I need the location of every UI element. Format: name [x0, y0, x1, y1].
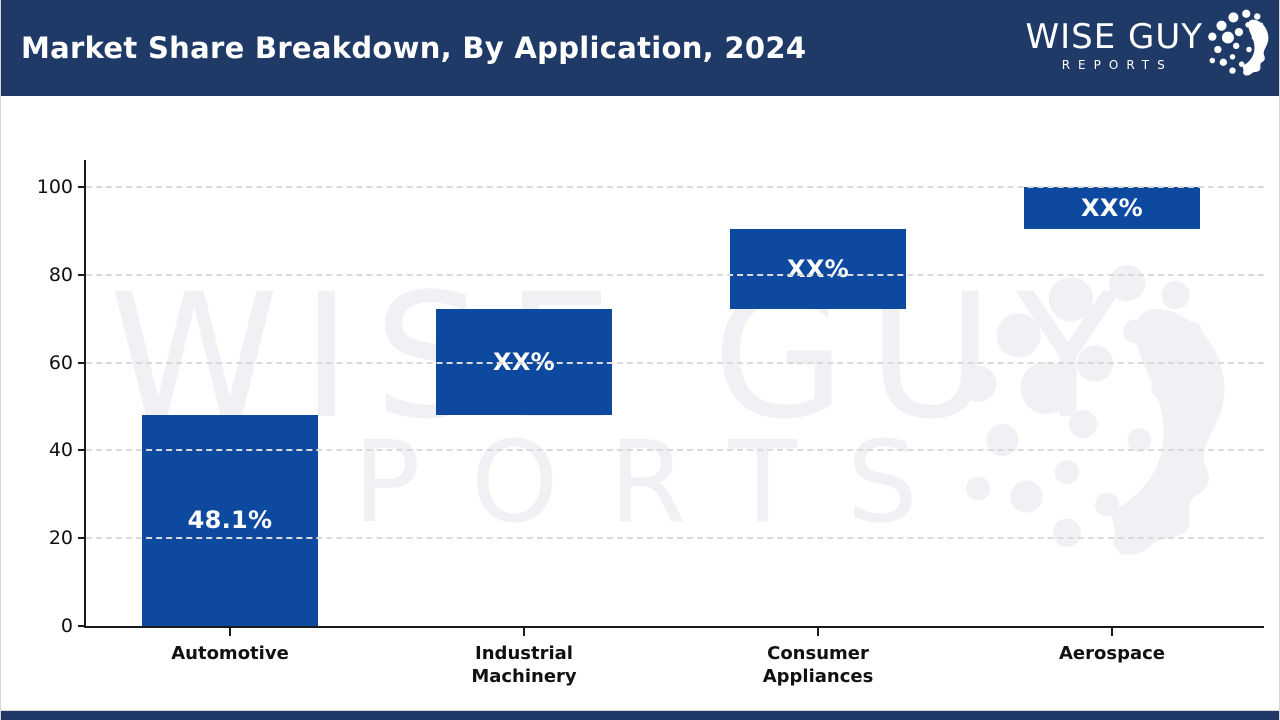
y-tick-label-20: 20 [48, 527, 73, 550]
logo-wordmark-line2: REPORTS [1061, 57, 1173, 72]
x-tick-mark-consumer-appliances [817, 628, 819, 636]
watermark-text-line2: PORTS [353, 418, 968, 548]
y-axis-spine [84, 160, 86, 628]
logo-wordmark-line1: WISE GUY [1025, 16, 1203, 57]
gridline-60 [86, 361, 1264, 364]
y-tick-mark-40 [78, 449, 86, 452]
header-bar: Market Share Breakdown, By Application, … [1, 0, 1279, 96]
watermark-face-icon [960, 264, 1225, 555]
x-tick-mark-industrial-machinery [523, 628, 525, 636]
gridline-80 [86, 273, 1264, 276]
bar-consumer-appliances: XX% [730, 229, 906, 309]
bar-value-label-aerospace: XX% [1081, 194, 1143, 223]
x-tick-mark-aerospace [1111, 628, 1113, 636]
page-title: Market Share Breakdown, By Application, … [21, 31, 807, 65]
footer-bar [1, 711, 1279, 720]
bar-value-label-consumer-appliances: XX% [787, 254, 849, 283]
y-tick-mark-60 [78, 361, 86, 364]
gridline-40 [86, 449, 1264, 452]
y-tick-mark-100 [78, 186, 86, 188]
y-tick-mark-0 [78, 625, 86, 627]
bar-value-label-automotive: 48.1% [187, 506, 273, 535]
x-axis-label-industrial-machinery: Industrial Machinery [471, 643, 577, 687]
wise-guy-reports-logo: WISE GUY REPORTS [1025, 8, 1271, 80]
waterfall-chart: WISE GUY PORTS 0 20 40 60 80 100 48.1% Automoti… [1, 96, 1279, 711]
bar-automotive: 48.1% [142, 414, 318, 626]
y-tick-label-0: 0 [60, 615, 73, 637]
x-axis-label-consumer-appliances: Consumer Appliances [762, 643, 874, 687]
logo-face-icon [1208, 9, 1269, 76]
y-tick-label-100: 100 [36, 176, 73, 198]
bar-aerospace: XX% [1024, 187, 1200, 230]
figure-bottom-border [1, 710, 1279, 711]
gridline-20 [86, 537, 1264, 540]
y-tick-label-80: 80 [48, 263, 73, 286]
y-tick-label-40: 40 [48, 439, 73, 462]
x-axis-label-automotive: Automotive [171, 643, 289, 664]
x-tick-mark-automotive [229, 628, 231, 636]
x-axis-spine [84, 626, 1264, 628]
y-tick-mark-80 [78, 273, 86, 276]
x-axis-label-aerospace: Aerospace [1058, 643, 1165, 664]
gridline-100 [86, 186, 1264, 188]
y-tick-label-60: 60 [48, 351, 73, 374]
y-tick-mark-20 [78, 537, 86, 540]
logo-wordmark: WISE GUY REPORTS [1025, 17, 1203, 72]
